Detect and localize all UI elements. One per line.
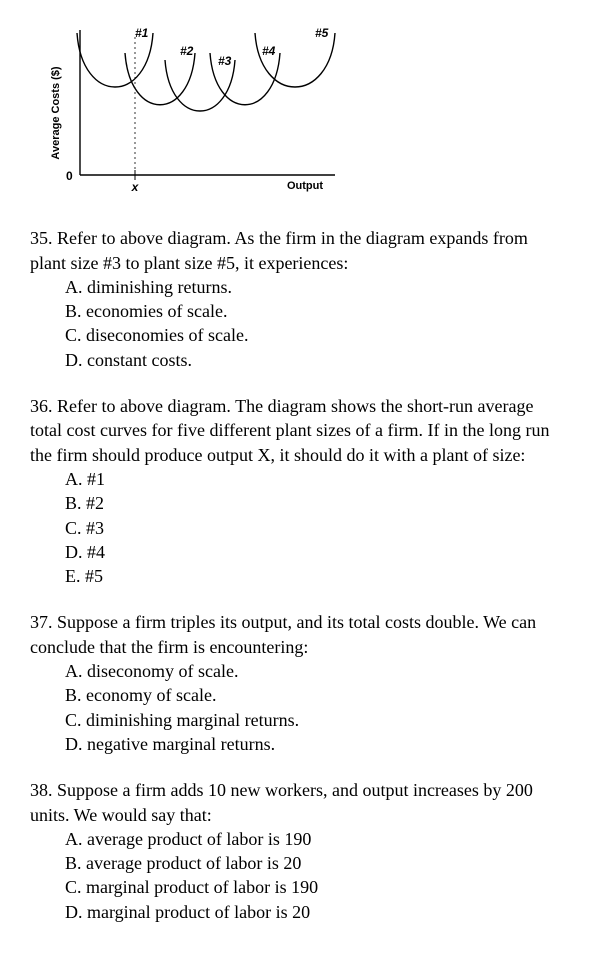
question-37: 37. Suppose a firm triples its output, a… [30,610,561,756]
option: B. economy of scale. [65,683,561,707]
option: D. constant costs. [65,348,561,372]
option: A. diminishing returns. [65,275,561,299]
svg-text:#5: #5 [315,26,329,40]
option: E. #5 [65,564,561,588]
svg-text:#4: #4 [262,44,276,58]
svg-text:#1: #1 [135,26,149,40]
cost-curves-chart: Average Costs ($) 0 x Output #1 #2 #3 #4 #5 [45,25,561,206]
svg-text:#2: #2 [180,44,194,58]
option: C. marginal product of labor is 190 [65,875,561,899]
option: D. negative marginal returns. [65,732,561,756]
svg-text:0: 0 [66,169,73,183]
option: C. diminishing marginal returns. [65,708,561,732]
svg-text:#3: #3 [218,54,232,68]
option: B. #2 [65,491,561,515]
question-stem: 37. Suppose a firm triples its output, a… [30,610,561,659]
option: A. #1 [65,467,561,491]
question-38: 38. Suppose a firm adds 10 new workers, … [30,778,561,924]
question-options: A. average product of labor is 190B. ave… [30,827,561,924]
option: A. diseconomy of scale. [65,659,561,683]
option: D. marginal product of labor is 20 [65,900,561,924]
option: B. average product of labor is 20 [65,851,561,875]
question-35: 35. Refer to above diagram. As the firm … [30,226,561,372]
question-options: A. #1B. #2C. #3D. #4E. #5 [30,467,561,588]
question-36: 36. Refer to above diagram. The diagram … [30,394,561,588]
option: C. #3 [65,516,561,540]
question-options: A. diminishing returns.B. economies of s… [30,275,561,372]
svg-text:x: x [131,180,140,194]
question-stem: 35. Refer to above diagram. As the firm … [30,226,561,275]
svg-text:Output: Output [287,180,323,192]
option: D. #4 [65,540,561,564]
question-stem: 38. Suppose a firm adds 10 new workers, … [30,778,561,827]
question-stem: 36. Refer to above diagram. The diagram … [30,394,561,467]
option: A. average product of labor is 190 [65,827,561,851]
option: B. economies of scale. [65,299,561,323]
question-options: A. diseconomy of scale.B. economy of sca… [30,659,561,756]
svg-text:Average Costs ($): Average Costs ($) [50,66,62,159]
option: C. diseconomies of scale. [65,323,561,347]
